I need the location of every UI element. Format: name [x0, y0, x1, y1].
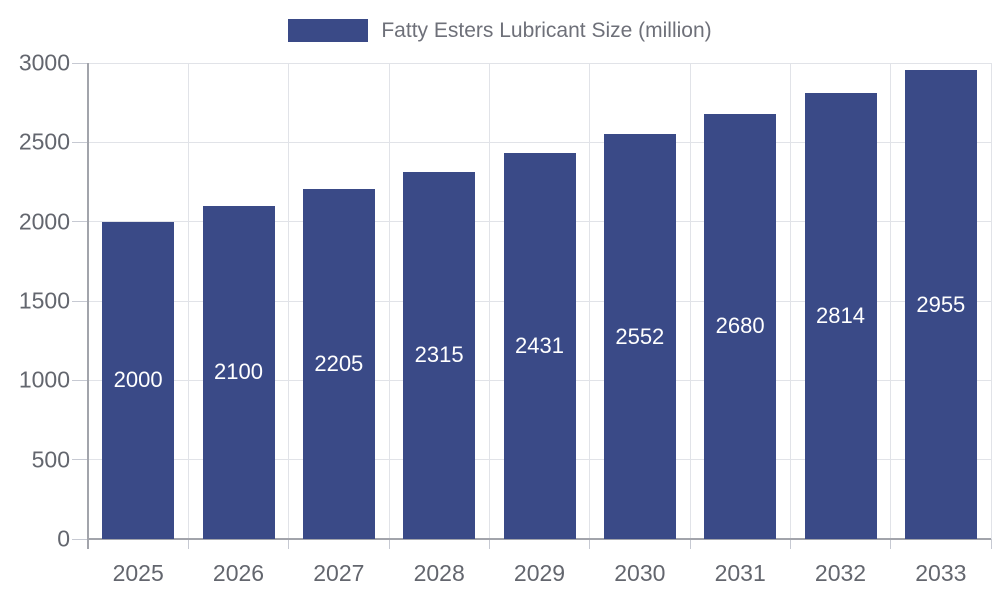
x-axis-tick [789, 539, 791, 549]
x-axis-tick-label: 2026 [212, 560, 265, 586]
gridline-horizontal [88, 62, 991, 64]
y-axis-tick [72, 62, 88, 64]
bar-2026[interactable] [202, 205, 275, 539]
x-axis-tick [488, 539, 490, 549]
bar-2027[interactable] [302, 189, 375, 539]
x-axis-tick [288, 539, 290, 549]
gridline-vertical [288, 63, 290, 539]
y-axis-tick [72, 221, 88, 223]
gridline-vertical [589, 63, 591, 539]
x-axis-tick-label: 2032 [814, 560, 867, 586]
bar-value-label: 2205 [314, 351, 364, 377]
gridline-vertical [388, 63, 390, 539]
x-axis-line [88, 538, 991, 540]
bar-2025[interactable] [102, 221, 175, 539]
gridline-vertical [187, 63, 189, 539]
bar-2031[interactable] [704, 113, 777, 539]
x-axis-tick-label: 2033 [915, 560, 967, 586]
bar-2028[interactable] [403, 171, 476, 539]
x-axis-tick [187, 539, 189, 549]
bar-2030[interactable] [603, 134, 676, 539]
y-axis-tick-label: 0 [57, 525, 70, 552]
bar-value-label: 2814 [816, 302, 865, 328]
x-axis-tick [388, 539, 390, 549]
legend-swatch [288, 19, 369, 42]
y-axis-tick [72, 538, 88, 540]
x-axis-tick-label: 2025 [112, 560, 164, 586]
x-axis-tick-label: 2030 [614, 560, 666, 586]
bar-value-label: 2000 [113, 367, 163, 393]
y-axis-tick-label: 500 [31, 446, 70, 473]
y-axis-tick [72, 300, 88, 302]
gridline-vertical [890, 63, 892, 539]
x-axis-tick-label: 2027 [313, 560, 365, 586]
y-axis-line [87, 63, 89, 549]
gridline-vertical [789, 63, 791, 539]
y-axis-tick [72, 141, 88, 143]
y-axis-tick-label: 1000 [18, 366, 70, 393]
bar-2029[interactable] [503, 153, 576, 539]
gridline-vertical [990, 63, 992, 539]
gridline-horizontal [88, 141, 991, 143]
y-axis-tick-label: 3000 [18, 49, 70, 76]
bar-value-label: 2552 [615, 323, 665, 349]
bar-value-label: 2680 [715, 313, 765, 339]
bar-value-label: 2955 [916, 291, 966, 317]
bar-value-label: 2100 [214, 359, 263, 385]
bar-2032[interactable] [804, 92, 877, 539]
bar-value-label: 2431 [515, 333, 564, 359]
x-axis-tick [689, 539, 691, 549]
x-axis-tick [890, 539, 892, 549]
x-axis-tick-label: 2029 [513, 560, 566, 586]
gridline-vertical [488, 63, 490, 539]
bar-2033[interactable] [904, 70, 977, 539]
x-axis-tick [589, 539, 591, 549]
y-axis-tick [72, 379, 88, 381]
bar-value-label: 2315 [414, 342, 464, 368]
x-axis-tick [990, 539, 992, 549]
legend[interactable]: Fatty Esters Lubricant Size (million) [0, 19, 1000, 42]
gridline-vertical [689, 63, 691, 539]
y-axis-tick-label: 1500 [18, 287, 70, 314]
legend-label: Fatty Esters Lubricant Size (million) [381, 19, 712, 42]
x-axis-tick-label: 2028 [413, 560, 465, 586]
x-axis-tick-label: 2031 [714, 560, 766, 586]
y-axis-tick [72, 459, 88, 461]
y-axis-tick-label: 2500 [18, 128, 70, 155]
y-axis-tick-label: 2000 [18, 208, 70, 235]
